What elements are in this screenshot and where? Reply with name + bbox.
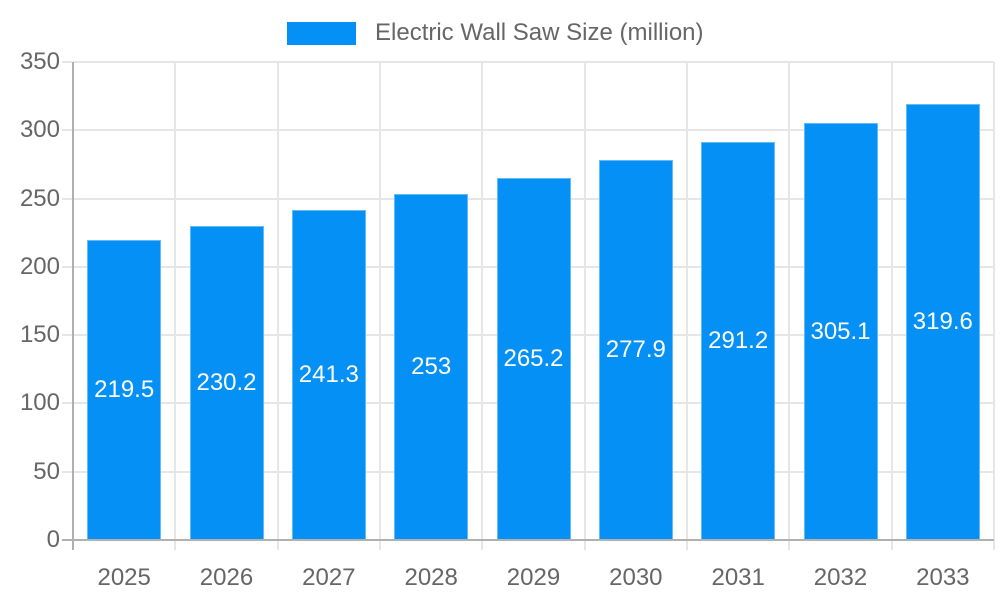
x-axis-tick-label: 2032 [813,564,868,591]
plot-area: 0 50 100 150 200 250 300 350 219.5 230.2 241.3 253 2… [20,48,995,591]
x-axis-tick-label: 2030 [609,564,663,591]
x-axis-line [62,539,994,541]
x-axis-tick-label: 2029 [506,564,561,591]
bar-2028: 253 [394,194,469,540]
x-gridline [174,62,177,550]
bar-value-label: 291.2 [708,327,769,355]
y-axis-tick-label: 100 [19,389,60,417]
x-axis-tick-label: 2027 [302,564,356,591]
x-gridline [890,62,893,550]
y-axis-tick-label: 350 [19,48,60,75]
bar-2031: 291.2 [701,142,776,540]
x-gridline [686,62,688,550]
x-axis-tick-label: 2025 [97,564,151,591]
x-axis-tick-label: 2028 [404,564,458,591]
y-gridline [73,61,994,63]
bar-2029: 265.2 [496,177,571,540]
bar-value-label: 253 [411,353,452,381]
y-axis-tick [62,129,72,132]
bar-value-label: 219.5 [94,376,155,404]
y-axis-tick-label: 50 [33,457,60,485]
y-axis-line [72,62,74,550]
x-gridline [481,62,484,550]
bar-value-label: 241.3 [298,361,359,389]
x-gridline [276,62,279,550]
y-axis-tick-label: 300 [19,116,60,144]
y-axis-tick [62,402,72,405]
bar-2032: 305.1 [803,123,878,540]
x-axis-tick-label: 2031 [711,564,765,591]
bar-2025: 219.5 [87,240,162,540]
y-gridline [73,129,994,132]
bar-value-label: 230.2 [196,368,257,396]
y-axis-tick-label: 0 [46,526,60,553]
bar-value-label: 265.2 [503,344,564,372]
x-axis-tick-label: 2026 [199,564,254,591]
y-axis-tick [62,334,72,337]
y-axis-tick-label: 150 [19,321,60,349]
bar-2026: 230.2 [189,225,264,540]
y-axis-tick [62,197,72,200]
x-gridline [788,62,791,550]
x-gridline [379,62,381,550]
y-axis-tick [62,470,72,473]
y-axis-tick-label: 250 [19,184,60,212]
x-gridline [583,62,586,550]
bar-value-label: 305.1 [810,317,871,345]
y-axis-tick-label: 200 [19,252,60,280]
legend-color-swatch [287,22,356,45]
y-axis-tick [62,61,72,63]
bar-2033: 319.6 [905,103,980,540]
bar-value-label: 319.6 [912,307,973,335]
bar-2030: 277.9 [598,160,673,540]
legend-label: Electric Wall Saw Size (million) [375,19,704,46]
x-axis-tick-label: 2033 [916,564,970,591]
y-axis-tick [62,265,72,268]
bar-value-label: 277.9 [605,336,666,364]
x-gridline [993,62,995,550]
bar-2027: 241.3 [291,210,366,540]
